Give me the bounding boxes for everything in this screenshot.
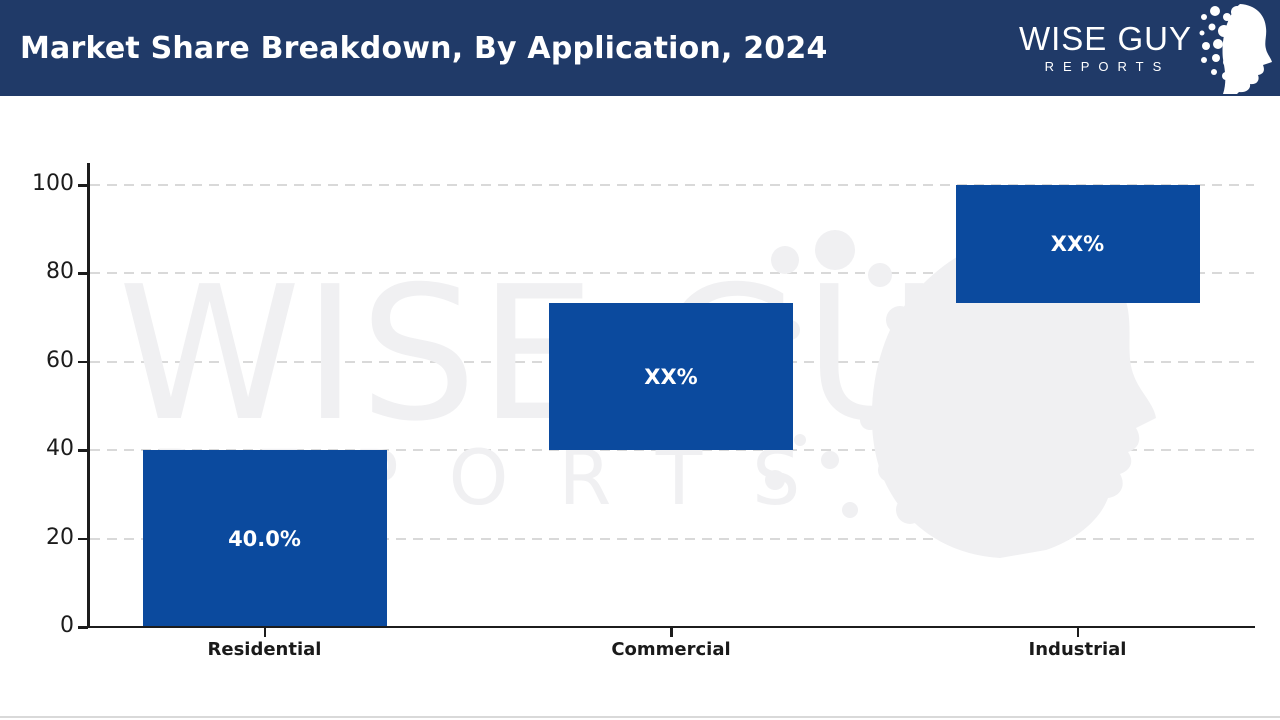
y-tick-label: 80 bbox=[46, 259, 74, 285]
bar-value-label: 40.0% bbox=[228, 526, 301, 551]
y-tick-label: 60 bbox=[46, 347, 74, 373]
bar-value-label: XX% bbox=[644, 364, 698, 389]
dotted-face-logo-icon bbox=[1199, 4, 1272, 94]
x-axis-tick bbox=[1076, 628, 1079, 637]
grid-line bbox=[90, 184, 1254, 186]
y-axis-tick bbox=[78, 449, 88, 452]
y-axis-tick bbox=[78, 537, 88, 541]
y-tick-label: 100 bbox=[32, 171, 74, 196]
x-axis-line bbox=[87, 625, 1255, 628]
page-title: Market Share Breakdown, By Application, … bbox=[20, 30, 828, 66]
bar-segment: XX% bbox=[549, 303, 793, 451]
y-axis-line bbox=[87, 163, 90, 628]
x-category-label: Residential bbox=[207, 639, 322, 660]
logo-wordmark: WISE GUY bbox=[1018, 20, 1192, 57]
y-axis-tick bbox=[78, 626, 88, 629]
grid-line bbox=[90, 449, 1254, 452]
y-tick-label: 20 bbox=[46, 524, 74, 550]
wise-guy-reports-logo: WISE GUY REPORTS bbox=[1019, 2, 1280, 94]
y-tick-label: 40 bbox=[46, 436, 74, 462]
x-axis-tick bbox=[263, 628, 266, 637]
bar-value-label: XX% bbox=[1050, 232, 1105, 257]
y-axis-tick bbox=[78, 184, 88, 187]
y-tick-label: 0 bbox=[60, 613, 74, 638]
logo-subtitle: REPORTS bbox=[1044, 59, 1171, 74]
y-axis-tick bbox=[78, 272, 88, 275]
y-axis-tick bbox=[78, 360, 88, 364]
grid-line bbox=[90, 537, 1254, 540]
x-category-label: Commercial bbox=[611, 639, 731, 660]
bar-segment: 40.0% bbox=[142, 450, 387, 627]
x-axis-tick bbox=[670, 628, 673, 637]
header-banner: Market Share Breakdown, By Application, … bbox=[0, 0, 1280, 96]
x-category-label: Industrial bbox=[1028, 639, 1127, 660]
grid-line bbox=[90, 272, 1254, 275]
bar-segment: XX% bbox=[955, 185, 1200, 304]
bottom-border-line bbox=[0, 716, 1280, 718]
